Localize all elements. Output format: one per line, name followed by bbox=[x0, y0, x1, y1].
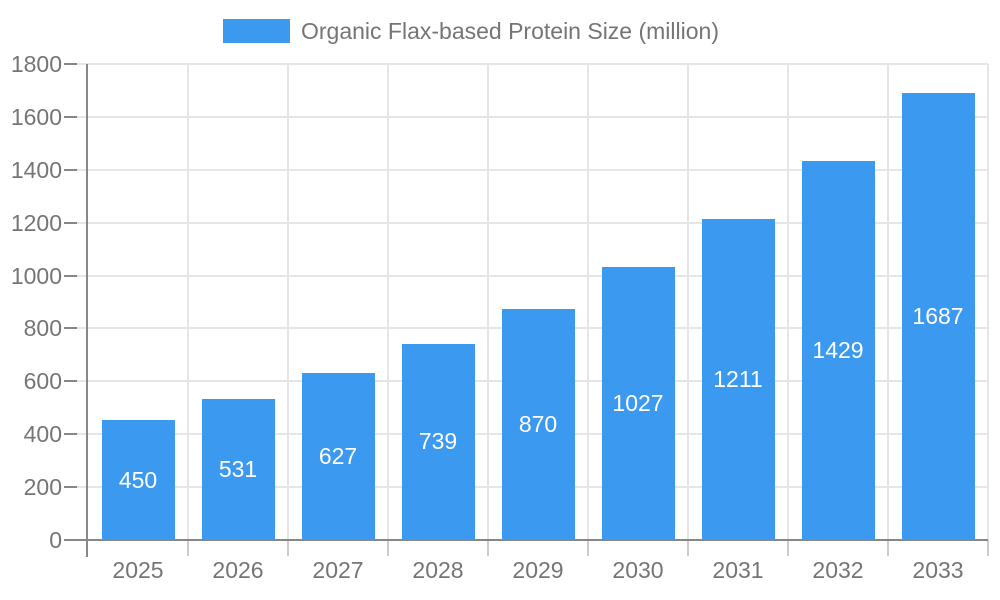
bar-value-label: 1027 bbox=[612, 390, 664, 416]
y-axis-label: 1600 bbox=[10, 104, 62, 130]
x-axis-label: 2031 bbox=[712, 557, 764, 583]
y-axis-label: 1400 bbox=[10, 157, 62, 183]
bar-value-label: 627 bbox=[318, 443, 358, 469]
bar bbox=[502, 309, 575, 539]
x-boundary-tick bbox=[187, 540, 189, 556]
y-gridline bbox=[76, 222, 988, 224]
y-tick bbox=[64, 222, 77, 224]
y-tick bbox=[64, 63, 77, 65]
bar bbox=[602, 267, 675, 539]
x-axis-line bbox=[75, 539, 988, 541]
y-gridline bbox=[76, 116, 988, 118]
bar-value-label: 870 bbox=[518, 411, 558, 437]
bar-value-label: 1687 bbox=[912, 303, 964, 329]
bar bbox=[702, 219, 775, 539]
y-tick bbox=[64, 539, 77, 541]
x-gridline bbox=[387, 64, 389, 540]
x-axis-label: 2025 bbox=[112, 557, 164, 583]
x-boundary-tick bbox=[587, 540, 589, 556]
y-tick bbox=[64, 275, 77, 277]
bar-value-label: 1429 bbox=[812, 337, 864, 363]
y-tick bbox=[64, 169, 77, 171]
bar-value-label: 450 bbox=[118, 467, 158, 493]
y-axis-label: 0 bbox=[49, 527, 62, 553]
y-tick bbox=[64, 380, 77, 382]
bar bbox=[802, 161, 875, 539]
y-axis-label: 400 bbox=[23, 421, 62, 447]
x-gridline bbox=[787, 64, 789, 540]
y-tick bbox=[64, 327, 77, 329]
bar-value-label: 1211 bbox=[713, 366, 763, 392]
x-boundary-tick bbox=[387, 540, 389, 556]
y-tick bbox=[64, 486, 77, 488]
x-boundary-tick bbox=[887, 540, 889, 556]
x-boundary-tick bbox=[987, 540, 989, 556]
y-axis-label: 600 bbox=[23, 368, 62, 394]
bar-value-label: 739 bbox=[418, 428, 458, 454]
x-boundary-tick bbox=[287, 540, 289, 556]
x-axis-label: 2032 bbox=[812, 557, 864, 583]
bar bbox=[402, 344, 475, 539]
x-gridline bbox=[487, 64, 489, 540]
x-gridline bbox=[687, 64, 689, 540]
x-boundary-tick bbox=[787, 540, 789, 556]
legend-label: Organic Flax-based Protein Size (million… bbox=[301, 18, 719, 44]
y-tick bbox=[64, 116, 77, 118]
x-axis-label: 2033 bbox=[912, 557, 964, 583]
bar bbox=[302, 373, 375, 539]
y-tick bbox=[64, 433, 77, 435]
x-axis-label: 2029 bbox=[512, 557, 564, 583]
legend-swatch bbox=[223, 19, 290, 43]
x-gridline bbox=[987, 64, 989, 540]
y-axis-line bbox=[86, 64, 88, 557]
x-boundary-tick bbox=[687, 540, 689, 556]
y-axis-label: 1200 bbox=[10, 210, 62, 236]
y-gridline bbox=[76, 63, 988, 65]
bar-value-label: 531 bbox=[218, 456, 258, 482]
x-gridline bbox=[187, 64, 189, 540]
x-axis-label: 2030 bbox=[612, 557, 664, 583]
y-axis-label: 800 bbox=[23, 315, 62, 341]
bar bbox=[202, 399, 275, 539]
y-axis-label: 1000 bbox=[10, 263, 62, 289]
y-gridline bbox=[76, 275, 988, 277]
y-axis-label: 1800 bbox=[10, 51, 62, 77]
bar bbox=[102, 420, 175, 539]
x-axis-label: 2026 bbox=[212, 557, 264, 583]
y-axis-label: 200 bbox=[23, 474, 62, 500]
x-gridline bbox=[587, 64, 589, 540]
y-gridline bbox=[76, 169, 988, 171]
x-boundary-tick bbox=[487, 540, 489, 556]
bar bbox=[902, 93, 975, 539]
x-axis-label: 2027 bbox=[312, 557, 364, 583]
x-gridline bbox=[287, 64, 289, 540]
x-axis-label: 2028 bbox=[412, 557, 464, 583]
x-gridline bbox=[887, 64, 889, 540]
